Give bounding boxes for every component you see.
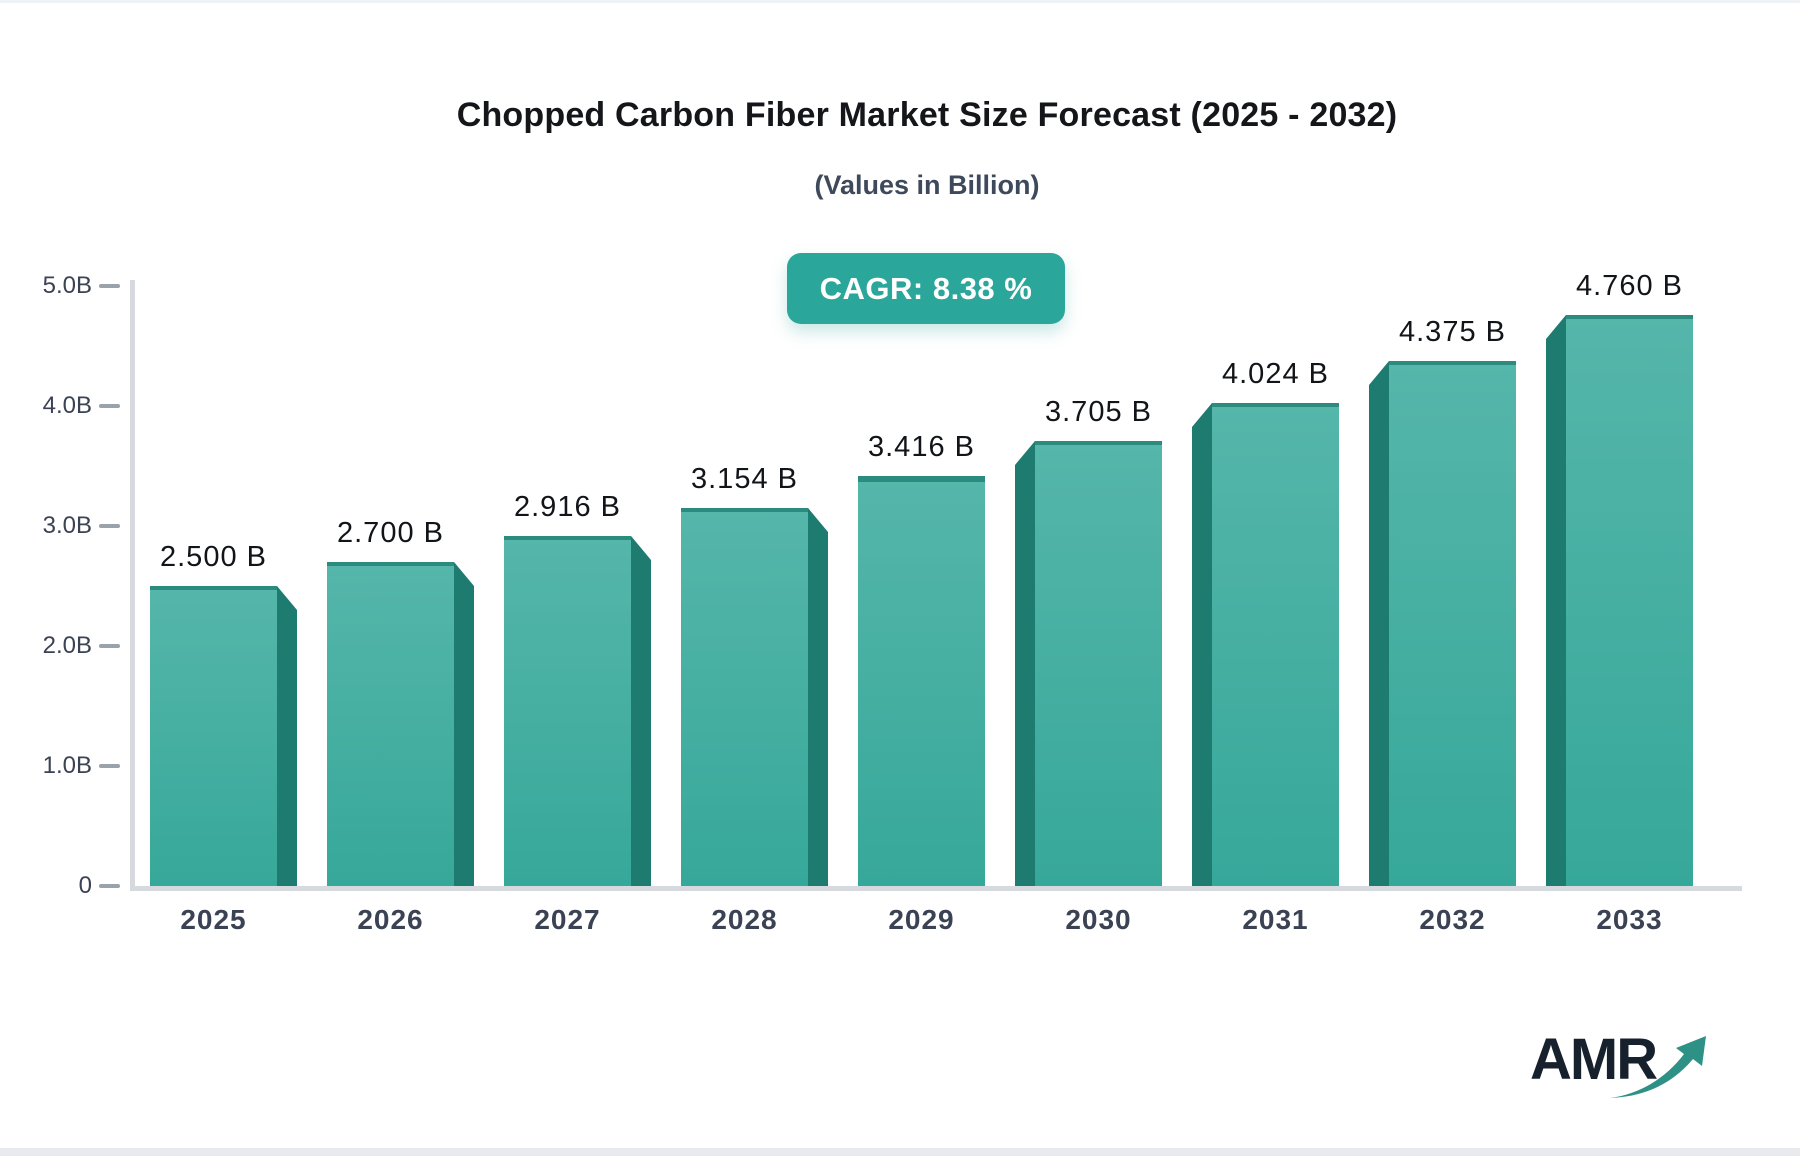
bar-side-face	[1369, 361, 1389, 886]
y-tick-label: 4.0B	[42, 392, 92, 419]
bar-2030	[1035, 441, 1162, 886]
bar-side-face	[631, 536, 651, 886]
y-tick-label: 1.0B	[42, 752, 92, 779]
bar-side-face	[808, 508, 828, 886]
x-axis-label-2025: 2025	[180, 904, 247, 935]
x-axis-line	[130, 886, 1742, 891]
y-axis-line	[130, 280, 135, 891]
bar-2033	[1566, 315, 1693, 886]
amr-logo: AMR	[1530, 1026, 1710, 1106]
y-tick-mark	[99, 884, 120, 888]
bar-value-label-2033: 4.760 B	[1576, 270, 1683, 302]
bar-value-label-2025: 2.500 B	[160, 541, 267, 573]
x-axis-label-2030: 2030	[1065, 904, 1132, 935]
y-tick-mark	[99, 524, 120, 528]
bar-2025	[150, 586, 277, 886]
chart-title: Chopped Carbon Fiber Market Size Forecas…	[456, 96, 1398, 134]
bar-2031	[1212, 403, 1339, 886]
x-axis-label-2033: 2033	[1596, 904, 1663, 935]
bar-value-label-2028: 3.154 B	[691, 463, 798, 495]
top-border-strip	[0, 0, 1800, 3]
bar-value-label-2031: 4.024 B	[1222, 358, 1329, 390]
x-axis-label-2027: 2027	[534, 904, 601, 935]
y-tick-mark	[99, 284, 120, 288]
bar-side-face	[1015, 441, 1035, 886]
cagr-badge: CAGR: 8.38 %	[787, 253, 1065, 324]
amr-logo-arrow-icon	[1610, 1036, 1706, 1098]
x-axis-label-2029: 2029	[888, 904, 955, 935]
x-axis-label-2026: 2026	[357, 904, 424, 935]
x-axis-label-2028: 2028	[711, 904, 778, 935]
bottom-border-strip	[0, 1148, 1800, 1156]
amr-logo-text: AMR	[1530, 1027, 1658, 1092]
x-axis-label-2031: 2031	[1242, 904, 1309, 935]
bar-2028	[681, 508, 808, 886]
y-tick-mark	[99, 764, 120, 768]
cagr-badge-label: CAGR: 8.38 %	[819, 270, 1033, 306]
y-tick-mark	[99, 644, 120, 648]
chart-subtitle: (Values in Billion)	[814, 170, 1040, 200]
y-tick-label: 0	[78, 872, 92, 899]
bar-value-label-2026: 2.700 B	[337, 517, 444, 549]
bar-value-label-2032: 4.375 B	[1399, 316, 1506, 348]
y-tick-label: 3.0B	[42, 512, 92, 539]
y-tick-label: 2.0B	[42, 632, 92, 659]
bar-2032	[1389, 361, 1516, 886]
bar-side-face	[1546, 315, 1566, 886]
bar-2027	[504, 536, 631, 886]
y-tick-label: 5.0B	[42, 272, 92, 299]
bar-side-face	[454, 562, 474, 886]
bar-side-face	[277, 586, 297, 886]
x-axis-label-2032: 2032	[1419, 904, 1486, 935]
bar-2029	[858, 476, 985, 886]
bar-value-label-2029: 3.416 B	[868, 431, 975, 463]
bar-value-label-2030: 3.705 B	[1045, 396, 1152, 428]
bar-2026	[327, 562, 454, 886]
bar-side-face	[1192, 403, 1212, 886]
y-tick-mark	[99, 404, 120, 408]
bar-value-label-2027: 2.916 B	[514, 491, 621, 523]
